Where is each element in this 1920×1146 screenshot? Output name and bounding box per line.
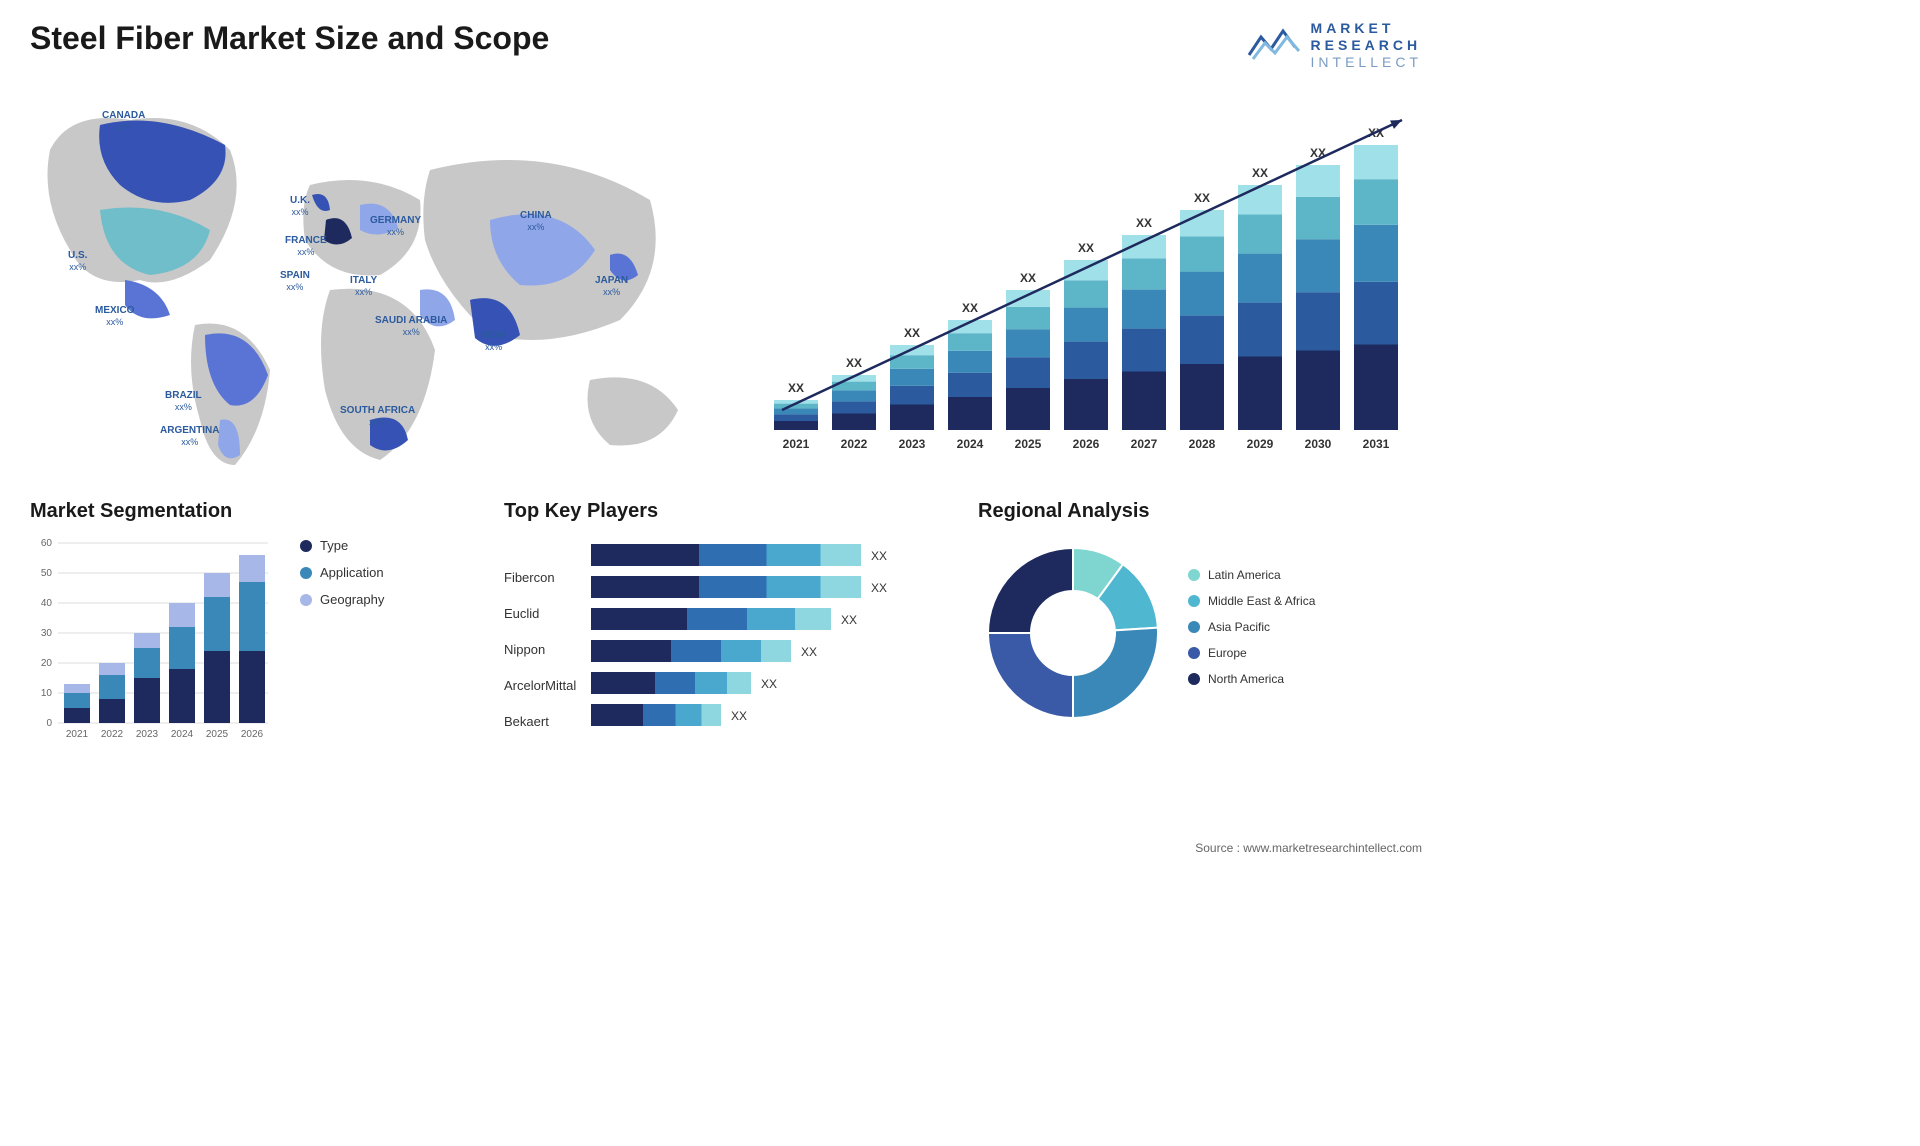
map-label: CHINAxx%: [520, 210, 552, 234]
map-label: MEXICOxx%: [95, 305, 134, 329]
svg-text:XX: XX: [871, 549, 887, 563]
svg-text:XX: XX: [1078, 241, 1094, 255]
legend-item: Middle East & Africa: [1188, 594, 1315, 608]
map-label: U.K.xx%: [290, 195, 310, 219]
segmentation-panel: Market Segmentation 0 10 20 30 40 50 60 2021 202…: [30, 500, 474, 748]
svg-text:2029: 2029: [1247, 437, 1274, 451]
brand-logo: MARKET RESEARCH INTELLECT: [1247, 20, 1422, 70]
svg-text:10: 10: [41, 688, 53, 699]
map-label: ARGENTINAxx%: [160, 425, 219, 449]
legend-item: Europe: [1188, 646, 1315, 660]
svg-text:2026: 2026: [1073, 437, 1100, 451]
svg-text:XX: XX: [904, 326, 920, 340]
map-label: JAPANxx%: [595, 275, 628, 299]
world-map-panel: CANADAxx% U.S.xx% MEXICOxx% BRAZILxx% ARGENT…: [30, 90, 732, 470]
svg-text:60: 60: [41, 538, 53, 549]
svg-text:XX: XX: [962, 301, 978, 315]
svg-text:XX: XX: [761, 677, 777, 691]
svg-text:2021: 2021: [783, 437, 810, 451]
player-label: Euclid: [504, 606, 576, 638]
map-label: GERMANYxx%: [370, 215, 421, 239]
map-label: FRANCExx%: [285, 235, 327, 259]
map-label: CANADAxx%: [102, 110, 145, 134]
segmentation-bar-chart: 0 10 20 30 40 50 60 2021 2022 2023 2024 2025 2026: [30, 538, 280, 748]
player-label: Nippon: [504, 642, 576, 674]
svg-text:2024: 2024: [957, 437, 984, 451]
regional-panel: Regional Analysis Latin America Middle Ea…: [978, 500, 1422, 748]
players-bar-chart: XX XX XX XX XX XX: [591, 538, 921, 748]
map-label: BRAZILxx%: [165, 390, 202, 414]
svg-text:XX: XX: [788, 381, 804, 395]
svg-text:XX: XX: [731, 709, 747, 723]
svg-text:2023: 2023: [899, 437, 926, 451]
svg-text:XX: XX: [841, 613, 857, 627]
svg-text:XX: XX: [871, 581, 887, 595]
svg-text:2023: 2023: [136, 729, 159, 740]
svg-text:2022: 2022: [101, 729, 124, 740]
legend-item: Geography: [300, 592, 384, 607]
svg-text:XX: XX: [1136, 216, 1152, 230]
regional-donut-chart: [978, 538, 1168, 728]
logo-line3: INTELLECT: [1311, 54, 1422, 71]
source-text: Source : www.marketresearchintellect.com: [1195, 841, 1422, 855]
svg-text:2030: 2030: [1305, 437, 1332, 451]
legend-item: Latin America: [1188, 568, 1315, 582]
map-label: SOUTH AFRICAxx%: [340, 405, 415, 429]
svg-text:2026: 2026: [241, 729, 264, 740]
svg-text:2031: 2031: [1363, 437, 1390, 451]
svg-text:XX: XX: [1252, 166, 1268, 180]
svg-text:2024: 2024: [171, 729, 194, 740]
growth-stacked-bar-chart: XX 2021 XX 2022 XX 2023 XX 2024 XX 2025 XX 2026 XX 20…: [762, 90, 1422, 470]
svg-text:50: 50: [41, 568, 53, 579]
legend-item: Type: [300, 538, 384, 553]
svg-text:2028: 2028: [1189, 437, 1216, 451]
svg-text:40: 40: [41, 598, 53, 609]
logo-line1: MARKET: [1311, 20, 1422, 37]
map-label: SPAINxx%: [280, 270, 310, 294]
svg-text:2027: 2027: [1131, 437, 1158, 451]
svg-text:XX: XX: [846, 356, 862, 370]
svg-text:2022: 2022: [841, 437, 868, 451]
svg-text:2025: 2025: [1015, 437, 1042, 451]
legend-item: Application: [300, 565, 384, 580]
player-label: Fibercon: [504, 570, 576, 602]
svg-text:XX: XX: [801, 645, 817, 659]
regional-title: Regional Analysis: [978, 500, 1422, 523]
legend-item: Asia Pacific: [1188, 620, 1315, 634]
legend-item: North America: [1188, 672, 1315, 686]
map-label: INDIAxx%: [480, 330, 507, 354]
players-panel: Top Key Players Fibercon Euclid Nippon Arce…: [504, 500, 948, 748]
regional-legend: Latin America Middle East & Africa Asia Pa…: [1188, 568, 1315, 698]
svg-text:30: 30: [41, 628, 53, 639]
page-title: Steel Fiber Market Size and Scope: [30, 20, 549, 57]
svg-text:XX: XX: [1020, 271, 1036, 285]
svg-text:XX: XX: [1194, 191, 1210, 205]
segmentation-legend: Type Application Geography: [300, 538, 384, 748]
svg-text:20: 20: [41, 658, 53, 669]
players-labels: Fibercon Euclid Nippon ArcelorMittal Bekaert: [504, 538, 576, 748]
segmentation-title: Market Segmentation: [30, 500, 474, 523]
map-label: SAUDI ARABIAxx%: [375, 315, 447, 339]
svg-text:0: 0: [46, 718, 52, 729]
logo-line2: RESEARCH: [1311, 37, 1422, 54]
player-label: Bekaert: [504, 714, 576, 746]
players-title: Top Key Players: [504, 500, 948, 523]
player-label: ArcelorMittal: [504, 678, 576, 710]
growth-chart-panel: XX 2021 XX 2022 XX 2023 XX 2024 XX 2025 XX 2026 XX 20…: [762, 90, 1422, 470]
logo-icon: [1247, 25, 1301, 65]
map-label: U.S.xx%: [68, 250, 87, 274]
svg-text:2025: 2025: [206, 729, 229, 740]
svg-text:2021: 2021: [66, 729, 89, 740]
map-label: ITALYxx%: [350, 275, 377, 299]
